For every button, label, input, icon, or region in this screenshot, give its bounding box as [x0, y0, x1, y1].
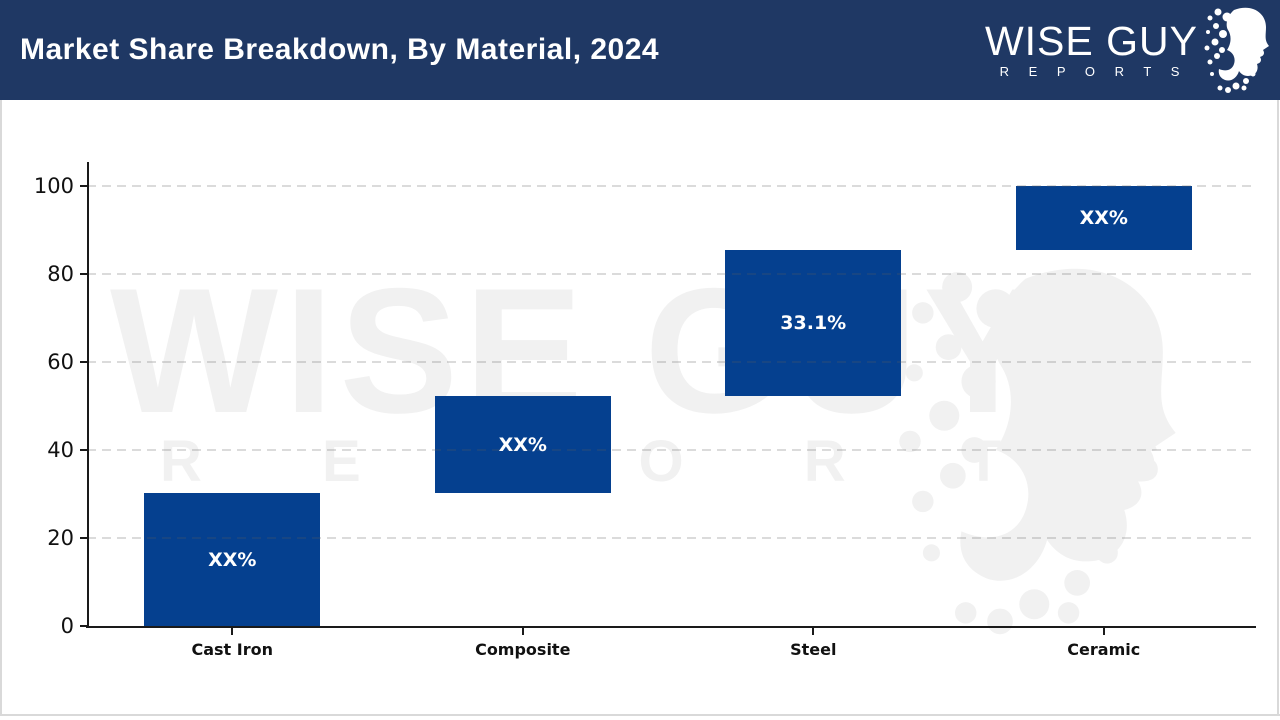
y-tick-80: [80, 273, 87, 275]
category-label: Steel: [790, 640, 837, 659]
brand-subtitle: R E P O R T S: [999, 64, 1188, 79]
x-tick-3: [1102, 628, 1105, 635]
left-border: [0, 100, 2, 715]
brand-name: WISE GUY: [984, 18, 1198, 64]
category-label: Composite: [475, 640, 571, 659]
y-axis: [87, 162, 89, 628]
bar-composite: [434, 395, 611, 494]
bar-value-label: 33.1%: [780, 312, 847, 335]
y-tick-label-60: 60: [47, 350, 74, 374]
y-tick-60: [80, 361, 87, 363]
y-tick-20: [80, 537, 87, 539]
x-axis: [86, 626, 1256, 628]
bar-value-label: XX%: [1079, 207, 1128, 230]
gridline-20: [87, 537, 1253, 539]
bar-value-label: XX%: [208, 548, 257, 571]
page-title: Market Share Breakdown, By Material, 202…: [20, 33, 660, 66]
category-label: Ceramic: [1067, 640, 1141, 659]
gridline-80: [87, 273, 1253, 275]
y-tick-label-0: 0: [60, 614, 74, 638]
y-tick-0: [80, 625, 87, 627]
gridline-60: [87, 361, 1253, 363]
category-label: Cast Iron: [191, 640, 274, 659]
bar-ceramic: [1015, 186, 1192, 251]
header-bar: Market Share Breakdown, By Material, 202…: [0, 0, 1280, 100]
bar-cast-iron: [144, 493, 321, 626]
bar-value-label: XX%: [498, 433, 547, 456]
y-tick-label-40: 40: [47, 438, 74, 462]
bar-steel: [725, 250, 902, 396]
gridline-100: [87, 185, 1253, 187]
y-tick-40: [80, 449, 87, 451]
x-tick-1: [521, 628, 524, 635]
right-border: [1277, 100, 1279, 715]
y-tick-label-20: 20: [47, 526, 74, 550]
watermark-brand-subtitle: R E P O R T S: [160, 429, 1213, 494]
brand-logo-text: WISE GUY R E P O R T S: [984, 18, 1198, 80]
chart-canvas: WISE GUY R E P O R T S 0 20 40 60 80 100 XX% Ca…: [0, 100, 1280, 720]
y-tick-label-80: 80: [47, 262, 74, 286]
bottom-border: [0, 714, 1280, 716]
gridline-40: [87, 449, 1253, 451]
brand-logo: WISE GUY R E P O R T S: [985, 4, 1280, 96]
x-tick-0: [231, 628, 234, 635]
y-tick-label-100: 100: [33, 174, 74, 198]
x-tick-2: [812, 628, 815, 635]
y-tick-100: [80, 185, 87, 187]
dotted-head-icon: [1204, 7, 1269, 93]
